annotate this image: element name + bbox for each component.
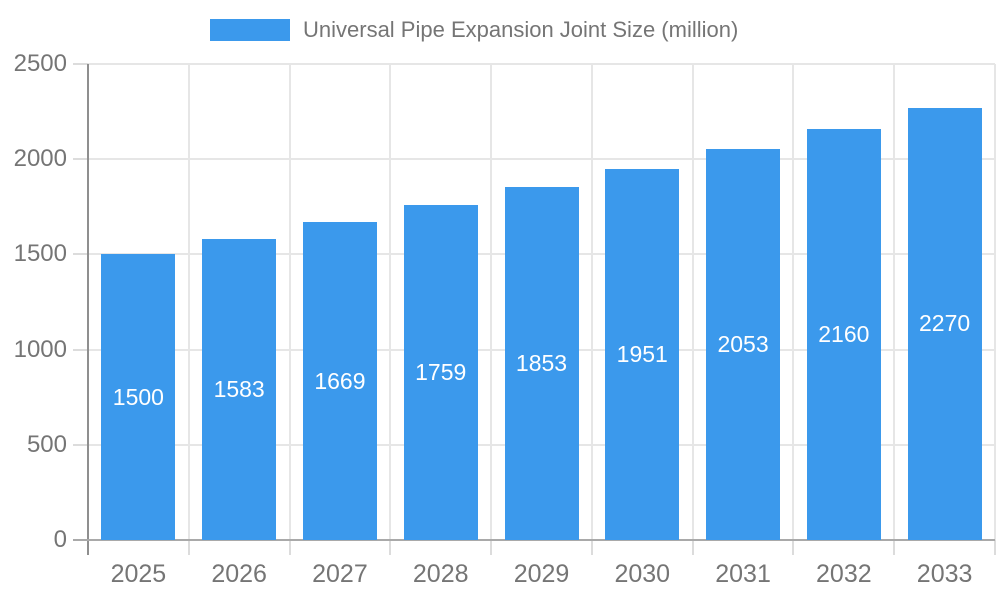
h-gridline (88, 158, 995, 161)
y-tick-label: 1000 (13, 335, 67, 363)
bar: 1759 (403, 205, 478, 540)
bar-value-label: 1853 (515, 350, 568, 377)
v-gridline (691, 64, 694, 540)
x-tick (994, 540, 996, 555)
y-tick (73, 63, 88, 65)
bar-value-label: 2160 (818, 320, 870, 347)
v-gridline (187, 64, 190, 540)
y-tick-label: 1500 (13, 240, 67, 268)
bar: 1853 (504, 187, 579, 540)
bar-value-label: 1500 (112, 383, 164, 410)
bar: 1583 (202, 238, 277, 540)
y-tick (73, 348, 88, 351)
bar: 2160 (806, 128, 881, 540)
y-tick-label: 2500 (13, 50, 67, 77)
x-tick-label: 2030 (614, 560, 671, 588)
v-gridline (792, 64, 795, 540)
x-tick-label: 2026 (211, 560, 267, 588)
bar-value-label: 1669 (314, 367, 366, 394)
y-tick-label: 2000 (13, 145, 67, 173)
v-gridline (288, 64, 291, 540)
x-tick-label: 2025 (110, 560, 167, 588)
bar: 1951 (605, 168, 680, 540)
y-tick-label: 0 (53, 526, 67, 553)
y-tick-label: 500 (26, 430, 67, 458)
bar: 1500 (101, 254, 176, 540)
x-axis-line (73, 539, 995, 541)
bar-value-label: 1951 (616, 340, 668, 367)
x-tick (490, 540, 493, 555)
v-gridline (490, 64, 493, 540)
legend-swatch (210, 19, 290, 41)
x-tick (792, 540, 795, 555)
h-gridline (88, 63, 995, 65)
x-tick (187, 540, 190, 555)
x-tick-label: 2031 (715, 560, 771, 588)
bar-value-label: 2270 (919, 310, 971, 337)
bar: 2053 (706, 149, 781, 540)
bar-value-label: 2053 (717, 331, 769, 358)
x-tick-label: 2028 (412, 560, 469, 588)
x-tick (893, 540, 896, 555)
x-tick (288, 540, 291, 555)
bar-value-label: 1759 (415, 359, 467, 386)
x-tick (590, 540, 593, 555)
x-tick-label: 2027 (312, 560, 368, 588)
bar: 2270 (907, 107, 982, 540)
bar-value-label: 1583 (213, 375, 265, 402)
y-axis-line (87, 64, 89, 555)
chart-legend: Universal Pipe Expansion Joint Size (mil… (210, 8, 738, 52)
y-tick (73, 158, 88, 161)
x-tick-label: 2033 (916, 560, 973, 588)
legend-label: Universal Pipe Expansion Joint Size (mil… (303, 17, 739, 42)
x-tick (691, 540, 694, 555)
x-tick (389, 540, 392, 555)
y-tick (73, 443, 88, 446)
v-gridline (389, 64, 392, 540)
y-tick (73, 253, 88, 256)
x-tick-label: 2029 (513, 560, 570, 588)
v-gridline (994, 64, 996, 540)
v-gridline (590, 64, 593, 540)
v-gridline (893, 64, 896, 540)
x-tick-label: 2032 (816, 560, 872, 588)
bar: 1669 (302, 222, 377, 540)
